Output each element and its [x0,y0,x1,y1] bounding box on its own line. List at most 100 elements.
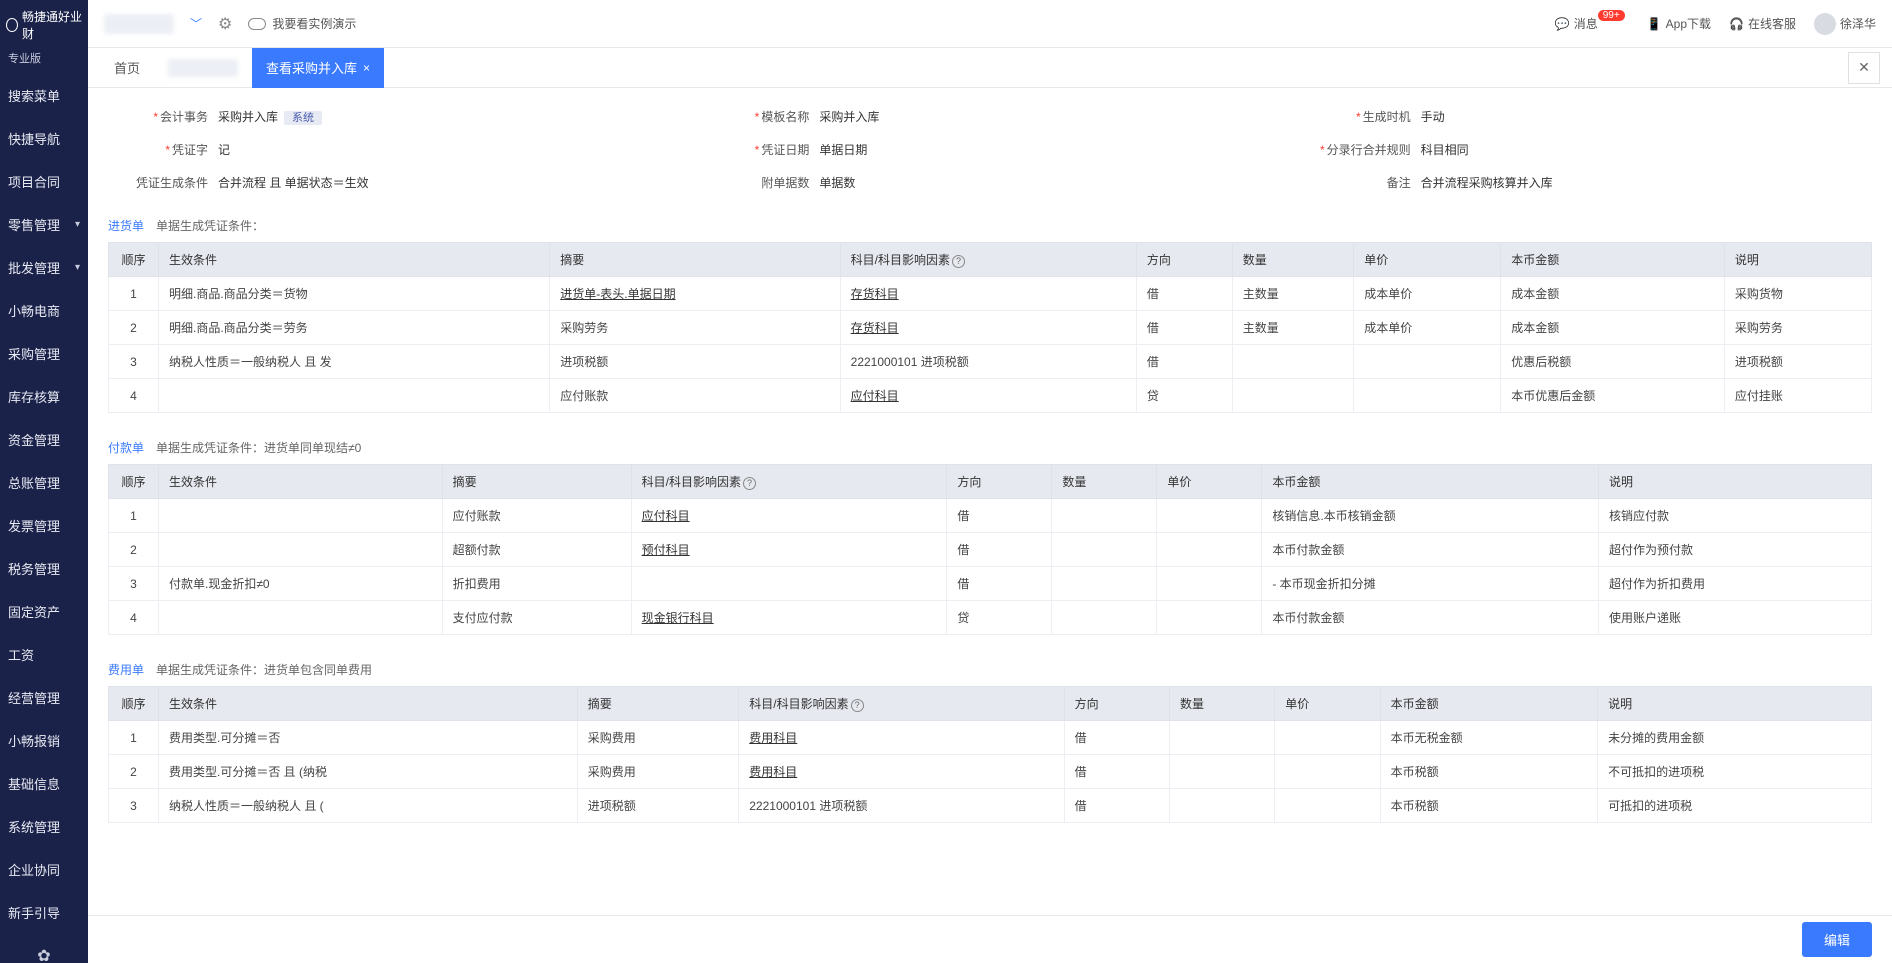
top-user[interactable]: 徐泽华 [1814,13,1876,35]
cell-cond: 付款单.现金折扣≠0 [159,567,443,601]
table-row: 2费用类型.可分摊＝否 且 (纳税采购费用费用科目借本币税额不可抵扣的进项税 [109,755,1872,789]
brand-name: 畅捷通好业财 [22,8,82,42]
top-gear-icon[interactable]: ⚙ [218,14,232,34]
cell-subject: 2221000101 进项税额 [739,789,1064,823]
tab-active[interactable]: 查看采购并入库 × [252,48,384,88]
sidebar-item-label: 企业协同 [8,860,60,879]
section-2: 费用单单据生成凭证条件：进货单包含同单费用顺序生效条件摘要科目/科目影响因素?方… [108,661,1872,823]
org-caret-icon[interactable]: ﹀ [190,15,202,32]
th-qty: 数量 [1232,243,1353,277]
sidebar-item-6[interactable]: 采购管理 [0,332,88,375]
cell-price: 成本单价 [1354,277,1501,311]
tab-home[interactable]: 首页 [100,48,154,88]
sidebar-item-19[interactable]: 新手引导 [0,891,88,934]
table-row: 3纳税人性质＝一般纳税人 且 发进项税额2221000101 进项税额借优惠后税… [109,345,1872,379]
section-condition: 单据生成凭证条件： [156,217,264,234]
sidebar-item-14[interactable]: 经营管理 [0,676,88,719]
message-badge: 99+ [1598,10,1625,21]
sidebar-item-label: 工资 [8,645,34,664]
cell-qty [1169,755,1274,789]
summary-link[interactable]: 进货单-表头.单据日期 [560,287,675,301]
sidebar-item-18[interactable]: 企业协同 [0,848,88,891]
subject-link[interactable]: 费用科目 [749,765,797,779]
cell-qty [1052,601,1157,635]
cell-qty [1169,721,1274,755]
subject-link[interactable]: 存货科目 [851,287,899,301]
message-icon: 💬 [1555,17,1570,31]
cell-summary: 应付账款 [442,499,631,533]
tab-blur[interactable] [154,48,252,88]
form-val-3: 手动 [1421,108,1445,125]
sidebar-item-11[interactable]: 税务管理 [0,547,88,590]
th-cond: 生效条件 [159,687,578,721]
cell-qty: 主数量 [1232,277,1353,311]
cell-dir: 贷 [1136,379,1232,413]
sidebar-settings-icon[interactable]: ✿ [0,934,88,963]
cell-cond: 纳税人性质＝一般纳税人 且 ( [159,789,578,823]
th-cond: 生效条件 [159,243,550,277]
sidebar-item-15[interactable]: 小畅报销 [0,719,88,762]
cell-qty [1052,567,1157,601]
cell-subject: 费用科目 [739,721,1064,755]
cell-subject: 应付科目 [840,379,1136,413]
sidebar-item-4[interactable]: 批发管理▾ [0,246,88,289]
cell-dir: 借 [1136,345,1232,379]
sidebar-item-label: 基础信息 [8,774,60,793]
sidebar-item-label: 税务管理 [8,559,60,578]
sidebar-item-1[interactable]: 快捷导航 [0,117,88,160]
sidebar-item-17[interactable]: 系统管理 [0,805,88,848]
th-subject: 科目/科目影响因素? [631,465,947,499]
cell-subject: 存货科目 [840,311,1136,345]
demo-link[interactable]: 我要看实例演示 [248,15,356,32]
tabs-bar: 首页 查看采购并入库 × ✕ [88,48,1892,88]
subject-link[interactable]: 费用科目 [749,731,797,745]
cell-amount: 本币付款金额 [1262,601,1599,635]
caret-down-icon: ▾ [75,262,80,273]
sidebar: 畅捷通好业财 专业版 搜索菜单快捷导航项目合同零售管理▾批发管理▾小畅电商采购管… [0,0,88,963]
sidebar-item-7[interactable]: 库存核算 [0,375,88,418]
cell-price [1275,721,1380,755]
sidebar-item-13[interactable]: 工资 [0,633,88,676]
cell-seq: 2 [109,311,159,345]
sidebar-item-5[interactable]: 小畅电商 [0,289,88,332]
sidebar-item-label: 资金管理 [8,430,60,449]
sidebar-item-10[interactable]: 发票管理 [0,504,88,547]
subject-link[interactable]: 应付科目 [642,509,690,523]
cell-amount: 本币税额 [1380,789,1598,823]
subject-link[interactable]: 应付科目 [851,389,899,403]
sidebar-item-label: 库存核算 [8,387,60,406]
sidebar-item-3[interactable]: 零售管理▾ [0,203,88,246]
sidebar-item-label: 新手引导 [8,903,60,922]
cell-price [1157,567,1262,601]
sidebar-item-8[interactable]: 资金管理 [0,418,88,461]
table-row: 1应付账款应付科目借核销信息.本币核销金额核销应付款 [109,499,1872,533]
cell-subject: 2221000101 进项税额 [840,345,1136,379]
subject-link[interactable]: 现金银行科目 [642,611,714,625]
cell-amount: 成本金额 [1501,311,1725,345]
tab-close-icon[interactable]: × [363,61,370,75]
cell-price [1354,345,1501,379]
cell-desc: 进项税额 [1724,345,1871,379]
form-label-7: 凭证生成条件 [136,176,208,190]
cell-seq: 1 [109,499,159,533]
table-row: 1明细.商品.商品分类＝货物进货单-表头.单据日期存货科目借主数量成本单价成本金… [109,277,1872,311]
tabs-close-all[interactable]: ✕ [1848,52,1880,84]
cell-dir: 借 [1064,789,1169,823]
sidebar-item-2[interactable]: 项目合同 [0,160,88,203]
subject-link[interactable]: 存货科目 [851,321,899,335]
top-download[interactable]: 📱 App下载 [1647,15,1711,32]
top-messages[interactable]: 💬 消息 99+ [1555,15,1629,32]
cell-price: 成本单价 [1354,311,1501,345]
service-label: 在线客服 [1748,15,1796,32]
th-summary: 摘要 [442,465,631,499]
sidebar-item-12[interactable]: 固定资产 [0,590,88,633]
user-name: 徐泽华 [1840,15,1876,32]
sidebar-item-9[interactable]: 总账管理 [0,461,88,504]
sidebar-item-0[interactable]: 搜索菜单 [0,74,88,117]
edit-button[interactable]: 编辑 [1802,922,1872,957]
subject-link[interactable]: 预付科目 [642,543,690,557]
top-service[interactable]: 🎧 在线客服 [1729,15,1796,32]
sidebar-item-16[interactable]: 基础信息 [0,762,88,805]
table-row: 1费用类型.可分摊＝否采购费用费用科目借本币无税金额未分摊的费用金额 [109,721,1872,755]
org-selector[interactable] [104,14,174,34]
